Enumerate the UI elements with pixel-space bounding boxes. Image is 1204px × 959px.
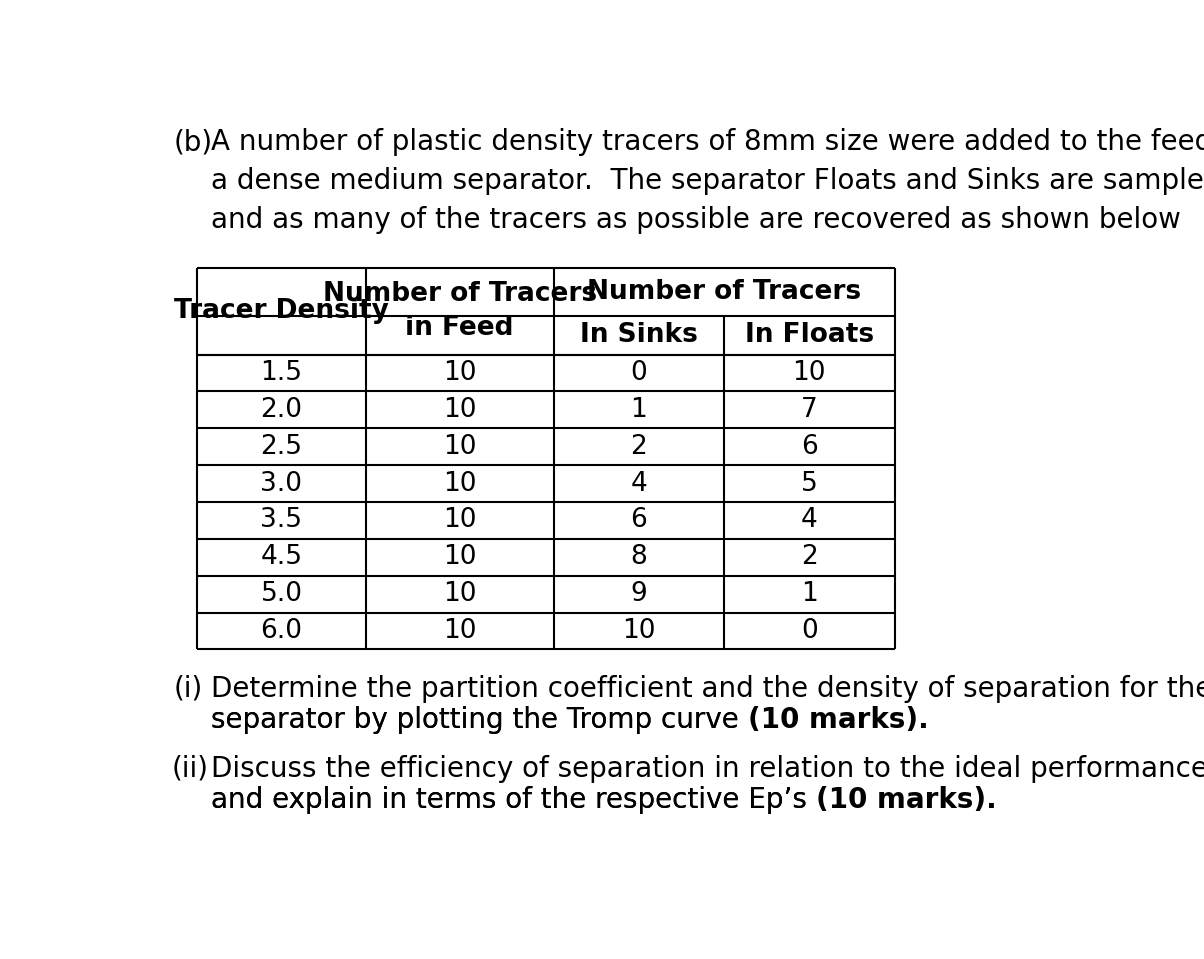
Text: 2: 2 (631, 433, 647, 459)
Text: and explain in terms of the respective Ep’s: and explain in terms of the respective E… (211, 785, 815, 814)
Text: 10: 10 (443, 581, 477, 607)
Text: 10: 10 (622, 618, 655, 644)
Text: 4: 4 (801, 507, 818, 533)
Text: 4.5: 4.5 (260, 545, 302, 571)
Text: (10 marks).: (10 marks). (815, 785, 997, 814)
Text: In Floats: In Floats (745, 322, 874, 348)
Text: 10: 10 (443, 397, 477, 423)
Text: separator by plotting the Tromp curve: separator by plotting the Tromp curve (211, 706, 748, 734)
Text: A number of plastic density tracers of 8mm size were added to the feed of
a dens: A number of plastic density tracers of 8… (211, 129, 1204, 234)
Text: 1: 1 (631, 397, 647, 423)
Text: and explain in terms of the respective Ep’s: and explain in terms of the respective E… (211, 785, 815, 814)
Text: 0: 0 (631, 360, 647, 386)
Text: 3.0: 3.0 (260, 471, 302, 497)
Text: 8: 8 (631, 545, 647, 571)
Text: Number of Tracers: Number of Tracers (586, 279, 861, 305)
Text: 10: 10 (443, 618, 477, 644)
Text: separator by plotting the Tromp curve: separator by plotting the Tromp curve (211, 706, 748, 734)
Text: Determine the partition coefficient and the density of separation for the: Determine the partition coefficient and … (211, 675, 1204, 703)
Text: 10: 10 (443, 433, 477, 459)
Text: 10: 10 (443, 471, 477, 497)
Text: 10: 10 (443, 545, 477, 571)
Text: 2.5: 2.5 (260, 433, 302, 459)
Text: 6.0: 6.0 (260, 618, 302, 644)
Text: Discuss the efficiency of separation in relation to the ideal performance,: Discuss the efficiency of separation in … (211, 755, 1204, 783)
Text: 6: 6 (801, 433, 818, 459)
Text: 10: 10 (792, 360, 826, 386)
Text: (ii): (ii) (171, 755, 208, 783)
Text: 5: 5 (801, 471, 818, 497)
Text: (b): (b) (173, 129, 213, 156)
Text: 3.5: 3.5 (260, 507, 302, 533)
Text: Number of Tracers
in Feed: Number of Tracers in Feed (323, 281, 597, 341)
Text: 9: 9 (631, 581, 647, 607)
Text: In Sinks: In Sinks (580, 322, 697, 348)
Text: 7: 7 (801, 397, 818, 423)
Text: Tracer Density: Tracer Density (175, 298, 389, 324)
Text: 2.0: 2.0 (260, 397, 302, 423)
Text: 1: 1 (801, 581, 818, 607)
Text: 1.5: 1.5 (260, 360, 302, 386)
Text: 6: 6 (631, 507, 647, 533)
Text: 4: 4 (631, 471, 647, 497)
Text: 10: 10 (443, 507, 477, 533)
Text: 0: 0 (801, 618, 818, 644)
Text: 2: 2 (801, 545, 818, 571)
Text: (10 marks).: (10 marks). (748, 706, 928, 734)
Text: 10: 10 (443, 360, 477, 386)
Text: 5.0: 5.0 (260, 581, 302, 607)
Text: (i): (i) (173, 675, 203, 703)
